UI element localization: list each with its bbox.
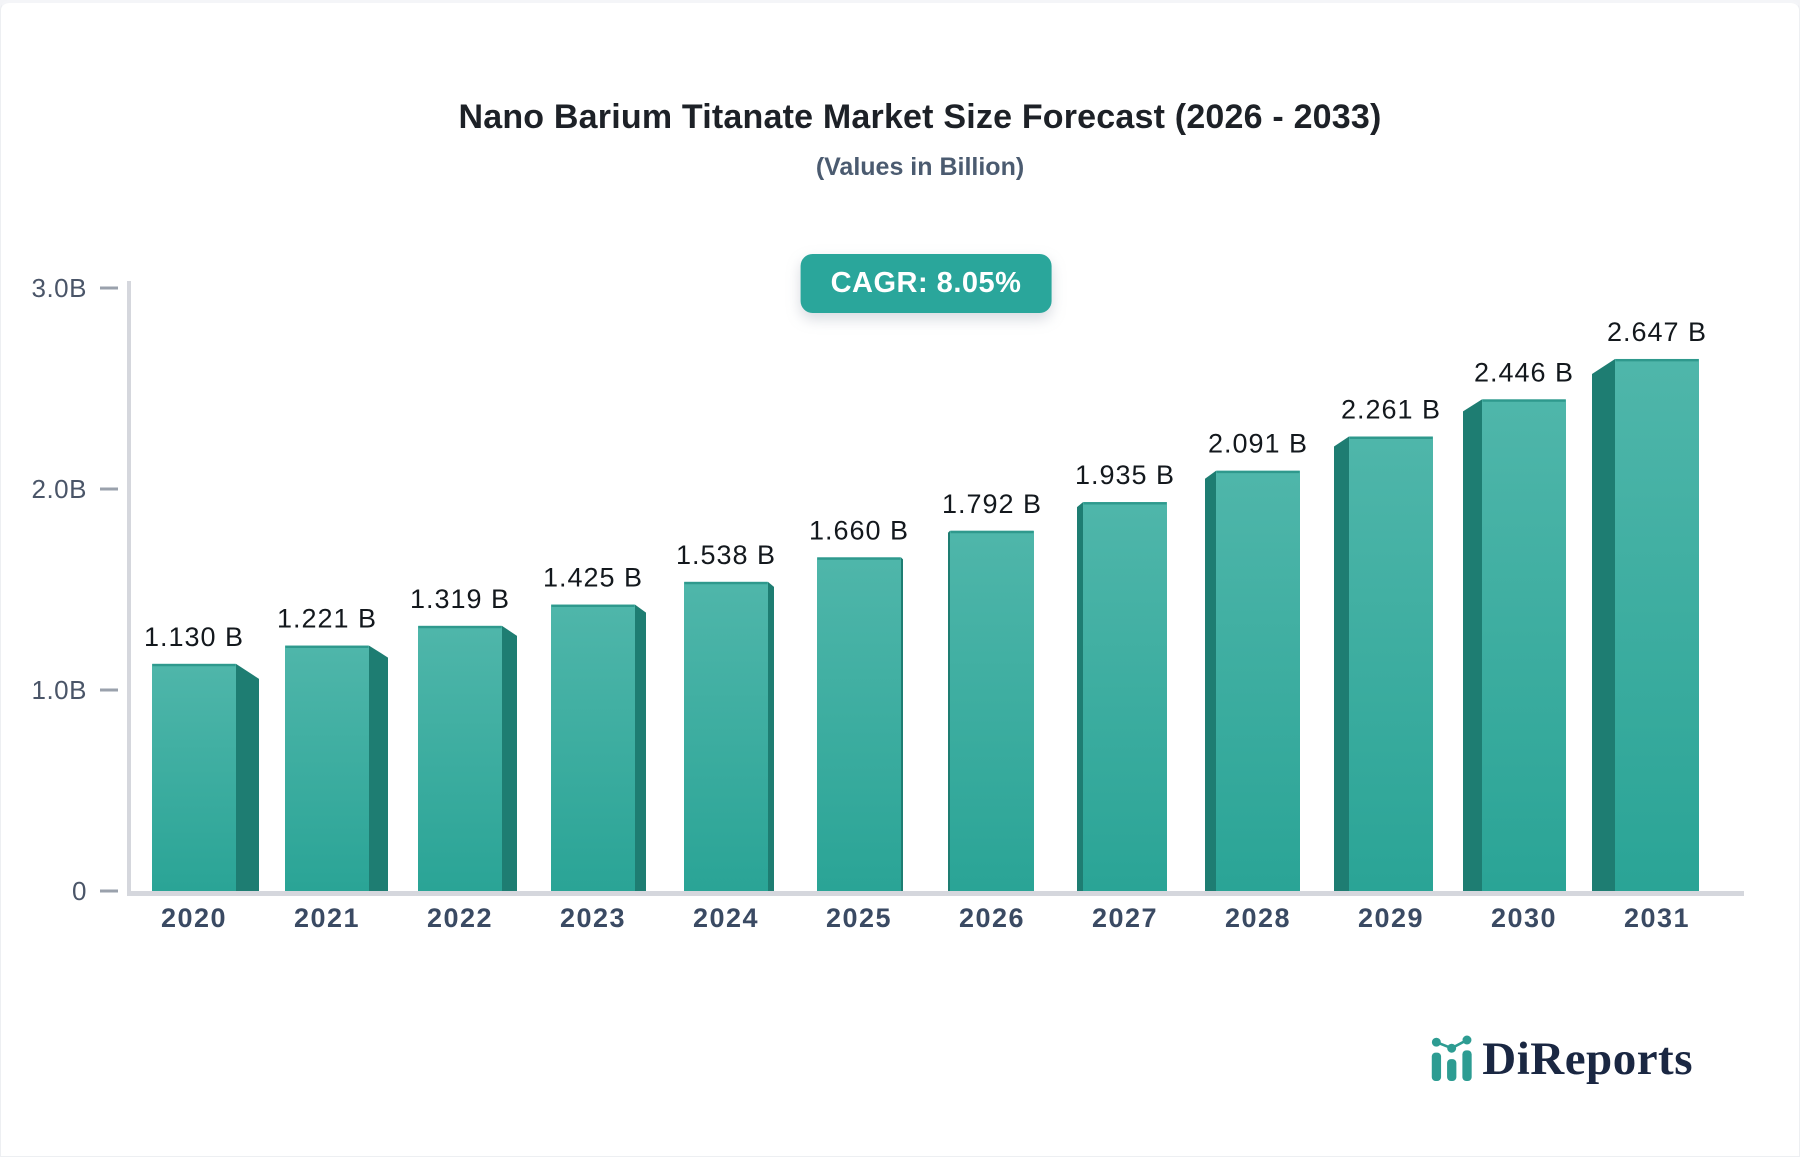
bar-2020: 1.130 B 2020 <box>144 622 259 933</box>
x-axis-label: 2028 <box>1225 903 1291 933</box>
bar-2027: 1.935 B 2027 <box>1075 460 1175 933</box>
y-tick-label: 2.0B <box>32 474 88 504</box>
bar-front-face <box>684 581 768 891</box>
bar-2030: 2.446 B 2030 <box>1463 357 1574 933</box>
bar-chart-canvas: 3.0B 2.0B 1.0B 0 1.130 B 2020 1.221 B 2021 1.319… <box>32 273 1744 933</box>
bar-side-face <box>502 625 517 891</box>
logo-bar-left <box>1432 1052 1442 1081</box>
bar-front-face <box>1615 358 1699 891</box>
bar-front-face <box>418 625 502 891</box>
bar-value-label: 1.792 B <box>942 489 1042 519</box>
logo-dot-left <box>1432 1037 1442 1047</box>
bar-value-label: 1.130 B <box>144 622 244 652</box>
bar-front-face <box>1083 502 1167 891</box>
bar-2023: 1.425 B 2023 <box>543 563 646 933</box>
cagr-badge: CAGR: 8.05% <box>800 254 1052 313</box>
x-axis-label: 2024 <box>693 903 759 933</box>
cagr-label: CAGR: 8.05% <box>830 267 1022 299</box>
logo-dot-middle <box>1447 1043 1457 1053</box>
bar-side-face <box>1077 502 1083 891</box>
bar-2022: 1.319 B 2022 <box>410 584 517 933</box>
bar-value-label: 1.221 B <box>277 604 377 634</box>
bar-value-label: 1.660 B <box>809 515 909 545</box>
bar-side-face <box>1205 470 1216 891</box>
bar-front-face <box>1216 470 1300 891</box>
bar-side-face <box>635 604 646 891</box>
logo-bar-middle <box>1447 1059 1457 1081</box>
bar-value-label: 2.446 B <box>1474 357 1574 387</box>
x-axis-label: 2031 <box>1624 903 1690 933</box>
bar-side-face <box>369 645 388 891</box>
y-tick-label: 3.0B <box>32 273 88 303</box>
bar-value-label: 2.647 B <box>1607 317 1707 347</box>
x-axis-label: 2022 <box>427 903 493 933</box>
bar-side-face <box>948 530 950 891</box>
bar-side-face <box>236 663 259 891</box>
x-axis-label: 2020 <box>161 903 227 933</box>
bar-2026: 1.792 B 2026 <box>942 489 1042 933</box>
bar-value-label: 1.538 B <box>676 540 776 570</box>
bar-side-face <box>1592 358 1615 891</box>
bar-value-label: 2.261 B <box>1341 395 1441 425</box>
mini-bar-line-chart-icon <box>1432 1035 1472 1081</box>
bar-front-face <box>1482 399 1566 891</box>
chart-title: Nano Barium Titanate Market Size Forecas… <box>458 98 1382 136</box>
y-tick-label: 0 <box>72 876 87 906</box>
bar-front-face <box>1349 436 1433 891</box>
bar-front-face <box>285 645 369 891</box>
bar-2024: 1.538 B 2024 <box>676 540 776 933</box>
bar-side-face <box>1463 399 1482 891</box>
logo-text: DiReports <box>1482 1032 1693 1085</box>
logo-bar-right <box>1462 1050 1472 1081</box>
y-tick-label: 1.0B <box>32 675 88 705</box>
x-axis-label: 2029 <box>1358 903 1424 933</box>
bar-side-face <box>768 581 774 891</box>
bar-2031: 2.647 B 2031 <box>1592 317 1707 933</box>
bar-front-face <box>950 530 1034 891</box>
bar-value-label: 1.935 B <box>1075 460 1175 490</box>
x-axis-label: 2027 <box>1092 903 1158 933</box>
x-axis-label: 2030 <box>1491 903 1557 933</box>
bar-side-face <box>901 557 903 891</box>
x-axis-label: 2025 <box>826 903 892 933</box>
bar-value-label: 2.091 B <box>1208 429 1308 459</box>
bar-front-face <box>551 604 635 891</box>
bar-value-label: 1.319 B <box>410 584 510 614</box>
bar-2025: 1.660 B 2025 <box>809 515 909 933</box>
bar-2028: 2.091 B 2028 <box>1205 429 1308 933</box>
bar-side-face <box>1334 436 1349 891</box>
chart-header: Nano Barium Titanate Market Size Forecas… <box>61 97 1779 182</box>
chart-subtitle: (Values in Billion) <box>815 152 1025 181</box>
bar-2021: 1.221 B 2021 <box>277 604 388 933</box>
x-axis-label: 2023 <box>560 903 626 933</box>
bar-value-label: 1.425 B <box>543 563 643 593</box>
logo-dot-right <box>1462 1035 1472 1045</box>
bar-front-face <box>152 663 236 891</box>
x-axis-label: 2021 <box>294 903 360 933</box>
bar-front-face <box>817 557 901 891</box>
x-axis-label: 2026 <box>959 903 1025 933</box>
bar-2029: 2.261 B 2029 <box>1334 395 1441 933</box>
direports-logo: DiReports <box>1431 1032 1693 1085</box>
